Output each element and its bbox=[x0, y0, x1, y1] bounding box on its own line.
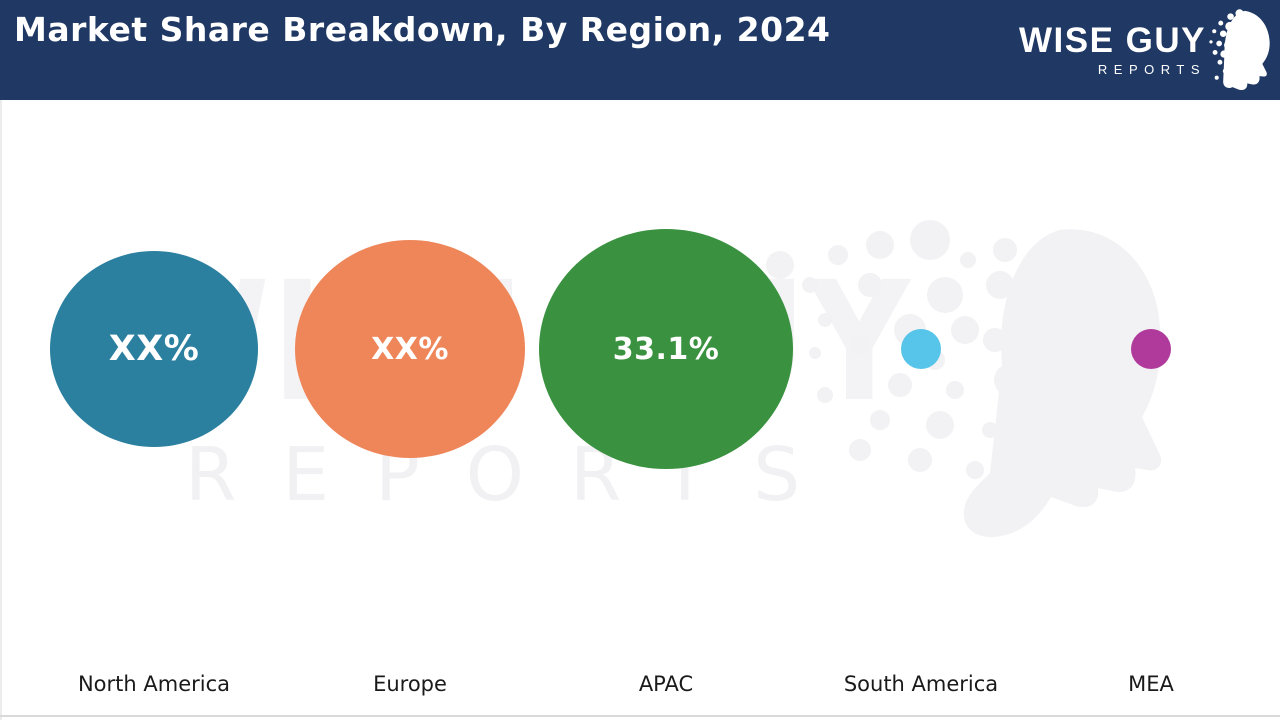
region-label-south-america: South America bbox=[843, 672, 999, 696]
bubble-mea bbox=[1131, 329, 1171, 369]
bubble-south-america bbox=[901, 329, 941, 369]
bubble-europe: XX% bbox=[295, 240, 525, 458]
bubble-value-europe: XX% bbox=[371, 331, 449, 367]
logo-text: WISE GUY REPORTS bbox=[1018, 21, 1206, 77]
watermark-text-reports: REPORTS bbox=[185, 432, 847, 518]
bubble-value-north-america: XX% bbox=[108, 329, 200, 369]
region-label-apac: APAC bbox=[638, 672, 694, 696]
brand-logo: WISE GUY REPORTS bbox=[1019, 0, 1280, 94]
header-bar: Market Share Breakdown, By Region, 2024 … bbox=[0, 0, 1280, 100]
watermark-head-icon bbox=[766, 220, 1162, 538]
bubble-apac: 33.1% bbox=[539, 229, 793, 469]
left-edge-line bbox=[0, 100, 2, 720]
bubble-north-america: XX% bbox=[50, 251, 258, 447]
bottom-divider bbox=[0, 715, 1280, 717]
logo-name: WISE GUY bbox=[1018, 21, 1206, 61]
bubble-chart: WISE GUY REPORTS XX% XX% 33.1% North Ame… bbox=[0, 100, 1280, 720]
region-label-north-america: North America bbox=[77, 672, 231, 696]
dotted-head-icon bbox=[1209, 9, 1270, 91]
bubble-value-apac: 33.1% bbox=[612, 331, 720, 367]
page-title: Market Share Breakdown, By Region, 2024 bbox=[14, 10, 831, 49]
region-label-mea: MEA bbox=[1128, 672, 1174, 696]
region-label-europe: Europe bbox=[373, 672, 447, 696]
logo-tagline: REPORTS bbox=[1097, 61, 1206, 77]
